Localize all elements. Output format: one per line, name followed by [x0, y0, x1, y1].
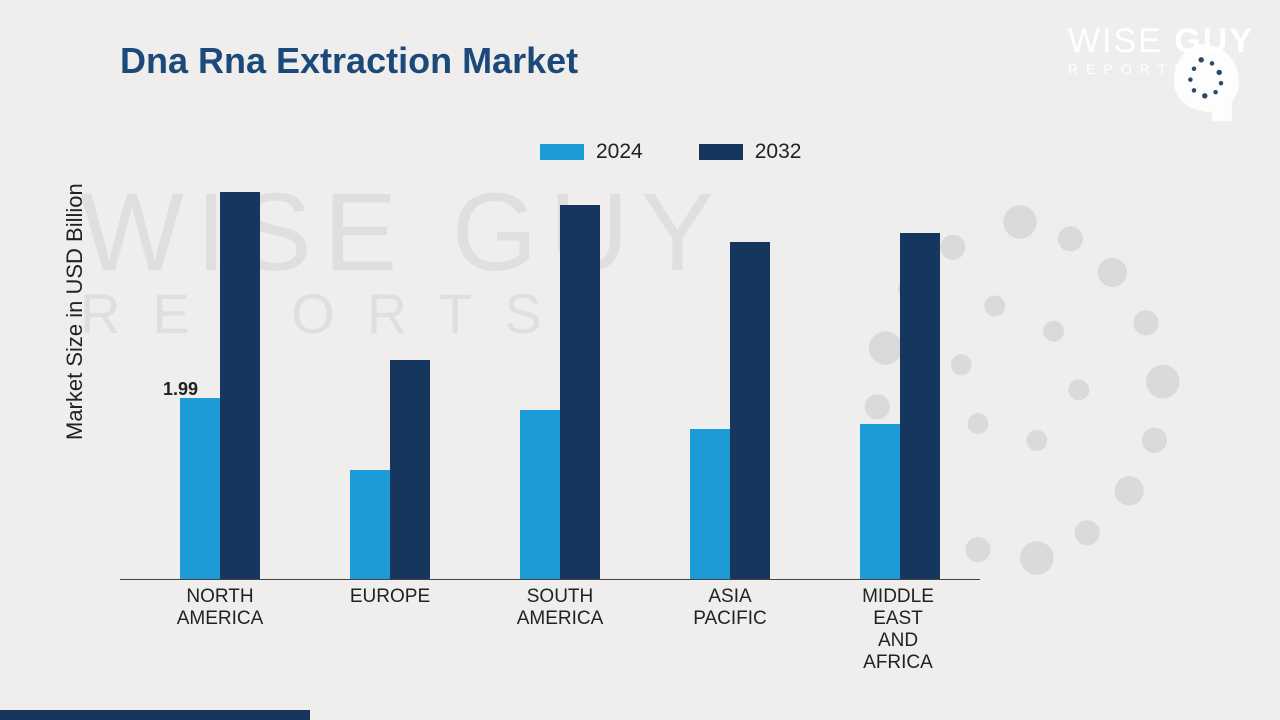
- bottom-accent: [0, 710, 310, 720]
- x-axis-label: MIDDLEEASTANDAFRICA: [828, 586, 968, 673]
- bar-2024: [180, 398, 220, 579]
- bar-2032: [560, 205, 600, 579]
- legend-swatch-2024: [540, 144, 584, 160]
- logo-word-1: WISE: [1068, 22, 1163, 60]
- bar-2024: [690, 429, 730, 579]
- chart-title: Dna Rna Extraction Market: [120, 40, 578, 82]
- logo-head-icon: [1158, 40, 1248, 130]
- legend-label-2024: 2024: [596, 140, 643, 164]
- x-axis-label: ASIAPACIFIC: [660, 586, 800, 630]
- bar-value-label: 1.99: [163, 379, 198, 400]
- legend-label-2032: 2032: [755, 140, 802, 164]
- x-axis-label: EUROPE: [320, 586, 460, 608]
- y-axis-label: Market Size in USD Billion: [62, 183, 88, 440]
- bar-2032: [730, 242, 770, 579]
- bar-2032: [900, 233, 940, 579]
- chart-area: Market Size in USD Billion 2024 2032 1.9…: [60, 150, 980, 690]
- legend-item-2032: 2032: [699, 140, 802, 164]
- bar-2024: [860, 424, 900, 579]
- brand-logo: WISE GUY REPORTS: [1068, 24, 1254, 76]
- legend-swatch-2032: [699, 144, 743, 160]
- legend-item-2024: 2024: [540, 140, 643, 164]
- legend: 2024 2032: [540, 140, 801, 164]
- x-axis-label: NORTHAMERICA: [150, 586, 290, 630]
- plot-area: 1.99: [120, 170, 980, 580]
- bar-2024: [520, 410, 560, 579]
- bar-2032: [390, 360, 430, 579]
- bar-2032: [220, 192, 260, 579]
- x-axis-label: SOUTHAMERICA: [490, 586, 630, 630]
- bar-2024: [350, 470, 390, 579]
